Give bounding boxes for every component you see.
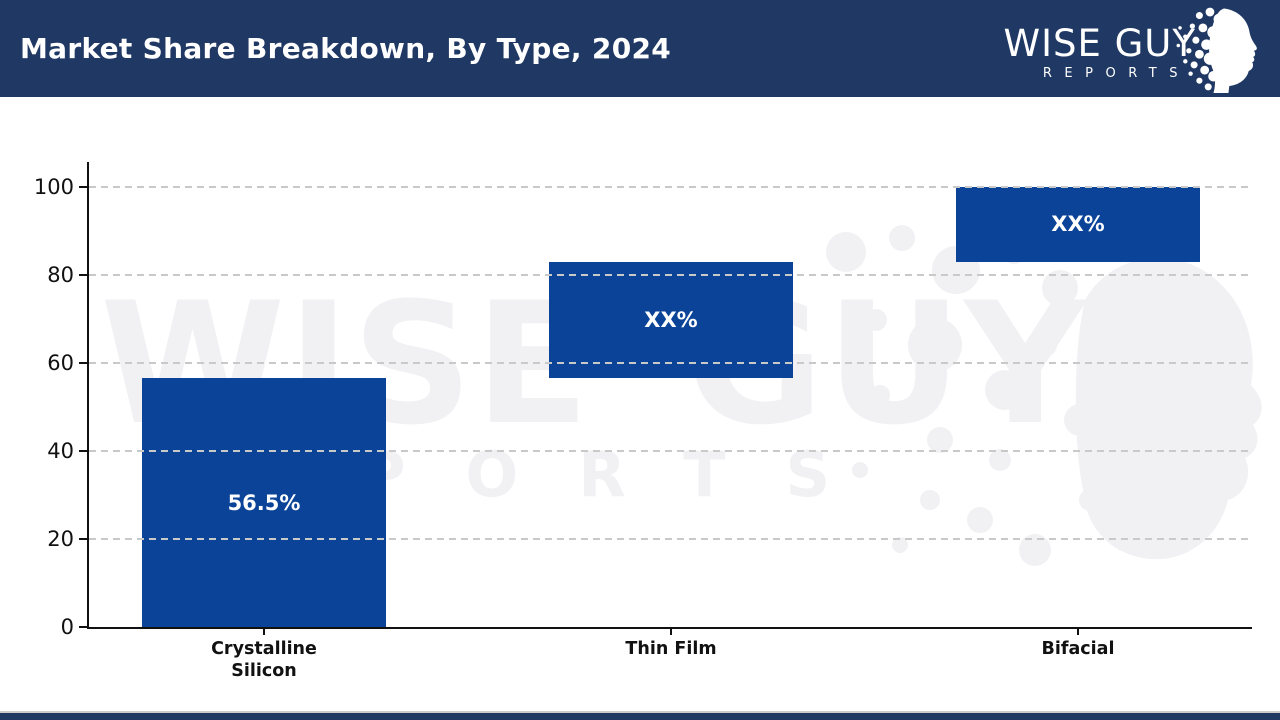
bar-segment: [956, 187, 1200, 262]
gridline: [89, 186, 1252, 188]
x-axis: [87, 627, 1252, 629]
y-tick-label: 40: [47, 439, 74, 463]
gridline: [89, 450, 1252, 452]
header-band: Market Share Breakdown, By Type, 2024 WI…: [0, 0, 1280, 97]
gridline: [89, 274, 1252, 276]
x-tick-label: Crystalline Silicon: [211, 639, 317, 681]
bar-segment: [549, 261, 793, 379]
bar-segment: [142, 378, 386, 627]
y-tick-label: 60: [47, 351, 74, 375]
watermark-head-dots: [826, 225, 1262, 566]
footer-band: [0, 711, 1280, 720]
y-tick-label: 80: [47, 263, 74, 287]
x-tick-label: Bifacial: [1041, 639, 1115, 659]
y-tick-mark: [79, 274, 87, 276]
y-tick-mark: [79, 450, 87, 452]
bar-value-label: XX%: [1051, 212, 1105, 237]
gridline: [89, 538, 1252, 540]
x-tick-mark: [670, 629, 672, 635]
brand-subname: REPORTS: [1042, 66, 1190, 81]
brand-name: WISE GUY: [1003, 22, 1196, 65]
brand-logo: WISE GUY REPORTS: [998, 0, 1268, 97]
y-tick-label: 0: [60, 615, 74, 639]
brand-head-icon: [1176, 7, 1257, 93]
y-tick-mark: [79, 626, 87, 628]
bar-value-label: 56.5%: [227, 490, 301, 515]
y-axis: [87, 162, 89, 629]
gridline: [89, 362, 1252, 364]
y-tick-label: 20: [47, 527, 74, 551]
x-tick-label: Thin Film: [625, 639, 717, 659]
x-tick-mark: [263, 629, 265, 635]
y-tick-mark: [79, 362, 87, 364]
page-title: Market Share Breakdown, By Type, 2024: [20, 32, 672, 65]
y-tick-mark: [79, 186, 87, 188]
y-tick-label: 100: [33, 175, 74, 199]
bar-value-label: XX%: [644, 308, 698, 333]
y-tick-mark: [79, 538, 87, 540]
x-tick-mark: [1077, 629, 1079, 635]
